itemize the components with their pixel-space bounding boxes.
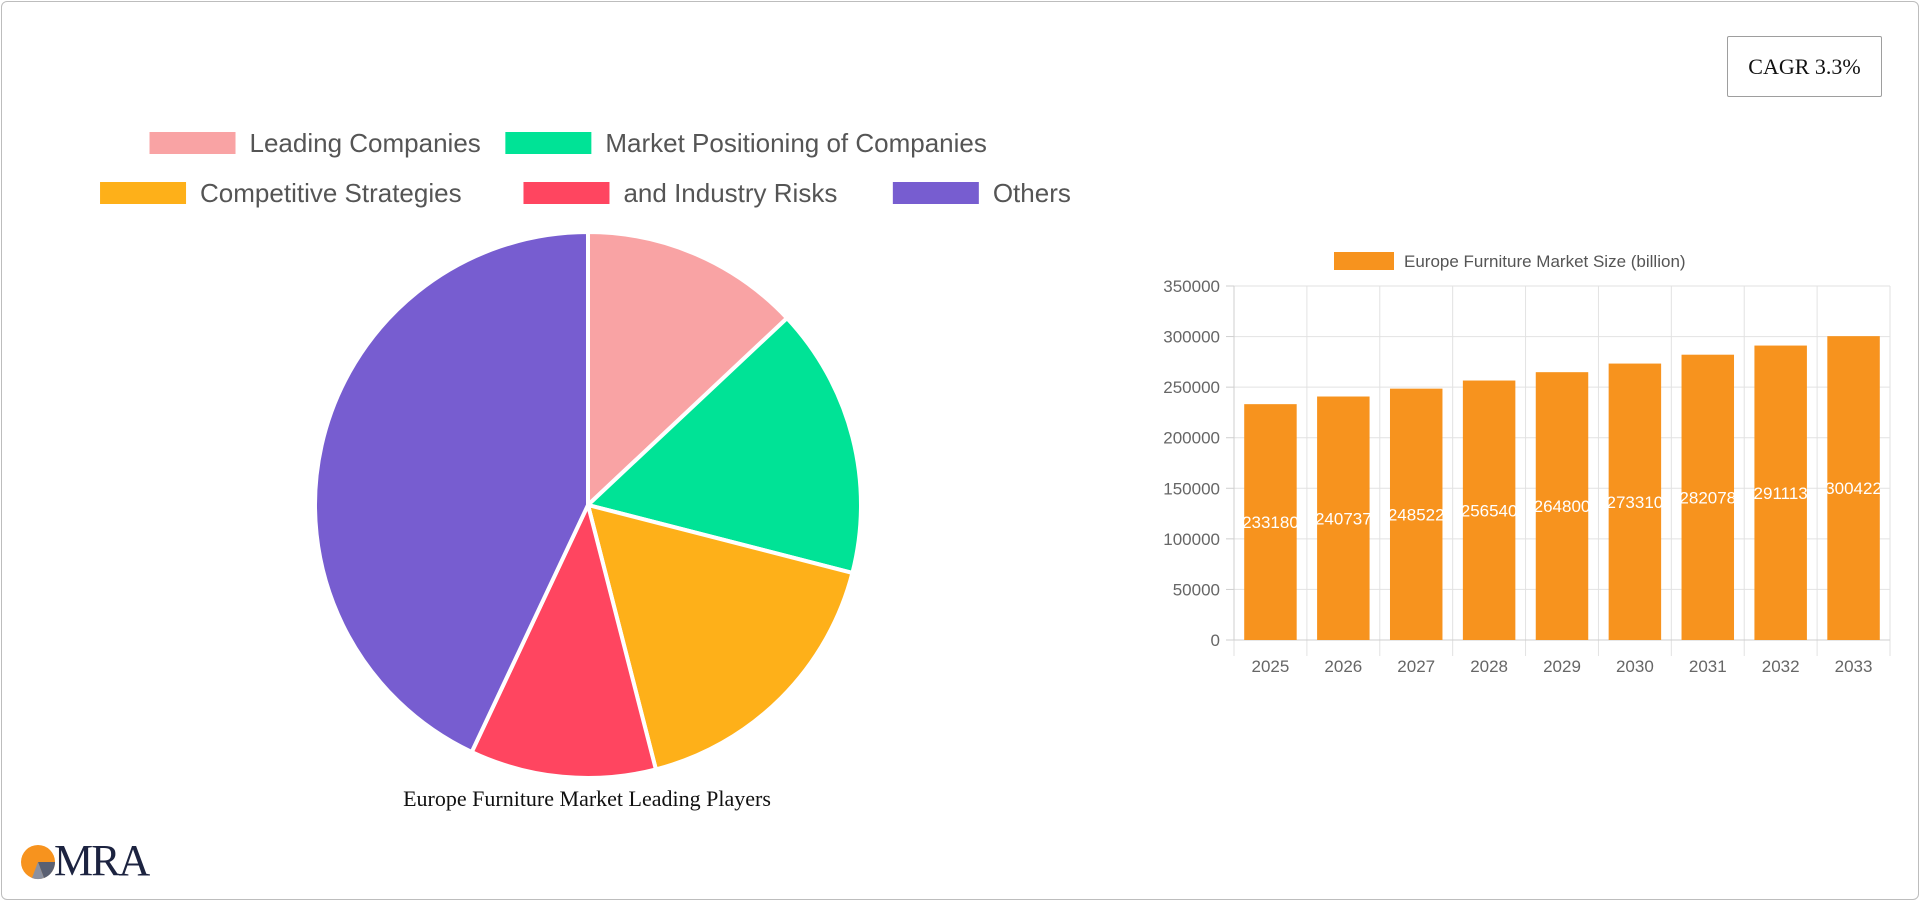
bar-bars	[1244, 336, 1880, 640]
bar-data-label: 300422	[1825, 479, 1882, 498]
bar-data-label: 233180	[1242, 513, 1299, 532]
legend-label[interactable]: Others	[993, 178, 1071, 208]
pie-slice[interactable]	[469, 503, 658, 780]
y-tick-label: 200000	[1163, 429, 1220, 448]
bar[interactable]	[1462, 380, 1516, 640]
bar[interactable]	[1389, 388, 1443, 640]
bar-data-label: 291113	[1754, 484, 1808, 503]
bar[interactable]	[1535, 372, 1589, 640]
bar-data-label: 240737	[1315, 509, 1372, 528]
y-tick-label: 150000	[1163, 479, 1220, 498]
bar-data-label: 282078	[1679, 488, 1736, 507]
y-tick-label: 0	[1211, 631, 1220, 650]
x-tick-label: 2029	[1543, 657, 1581, 676]
y-tick-label: 250000	[1163, 378, 1220, 397]
y-tick-label: 50000	[1173, 580, 1220, 599]
bar-data-labels: 233180 240737 248522 256540 264800 273310 2820…	[1242, 479, 1882, 532]
bar[interactable]	[1681, 354, 1735, 640]
bar[interactable]	[1754, 345, 1807, 640]
bar[interactable]	[1317, 396, 1370, 640]
bar-data-label: 264800	[1534, 497, 1591, 516]
x-tick-label: 2032	[1762, 657, 1800, 676]
legend-swatch[interactable]	[892, 182, 979, 204]
bar-chart: Europe Furniture Market Size (billion) 0…	[1163, 252, 1891, 676]
bar[interactable]	[1827, 336, 1880, 640]
bar-data-label: 248522	[1388, 505, 1445, 524]
x-tick-label: 2030	[1616, 657, 1654, 676]
y-tick-label: 300000	[1163, 328, 1220, 347]
bar-legend: Europe Furniture Market Size (billion)	[1334, 252, 1686, 271]
legend-label[interactable]: Leading Companies	[250, 128, 481, 158]
legend-label[interactable]: Market Positioning of Companies	[605, 128, 987, 158]
x-tick-label: 2031	[1689, 657, 1727, 676]
x-tick-label: 2028	[1470, 657, 1508, 676]
bar-data-label: 273310	[1607, 493, 1664, 512]
pie-slice[interactable]	[313, 230, 590, 755]
bar[interactable]	[1608, 363, 1662, 640]
pie-slice[interactable]	[586, 230, 790, 507]
legend-swatch[interactable]	[523, 182, 610, 204]
legend-swatch[interactable]	[1334, 252, 1394, 270]
legend-swatch[interactable]	[100, 182, 187, 204]
pie-slice[interactable]	[586, 503, 855, 772]
pie-chart: Leading Companies Market Positioning of C…	[100, 128, 1071, 780]
legend-label[interactable]: Competitive Strategies	[200, 178, 462, 208]
bar-data-label: 256540	[1461, 501, 1518, 520]
bar[interactable]	[1244, 404, 1297, 640]
y-tick-label: 350000	[1163, 277, 1220, 296]
legend-swatch[interactable]	[149, 132, 236, 154]
mra-logo-icon	[21, 845, 56, 880]
pie-slices	[313, 230, 863, 780]
pie-chart-title: Europe Furniture Market Leading Players	[403, 786, 771, 811]
cagr-badge: CAGR 3.3%	[1727, 36, 1882, 97]
bar-axis: 0 50000 100000 150000 200000 250000 300000 3500…	[1163, 277, 1890, 676]
pie-legend: Leading Companies Market Positioning of C…	[100, 128, 1071, 208]
y-tick-label: 100000	[1163, 530, 1220, 549]
pie-slice[interactable]	[586, 316, 863, 575]
logo-text: MRA	[54, 836, 150, 885]
legend-label[interactable]: Europe Furniture Market Size (billion)	[1404, 252, 1686, 271]
legend-swatch[interactable]	[505, 132, 592, 154]
x-tick-label: 2026	[1324, 657, 1362, 676]
legend-label[interactable]: and Industry Risks	[623, 178, 837, 208]
x-tick-label: 2025	[1252, 657, 1290, 676]
x-tick-label: 2027	[1397, 657, 1435, 676]
x-tick-label: 2033	[1835, 657, 1873, 676]
